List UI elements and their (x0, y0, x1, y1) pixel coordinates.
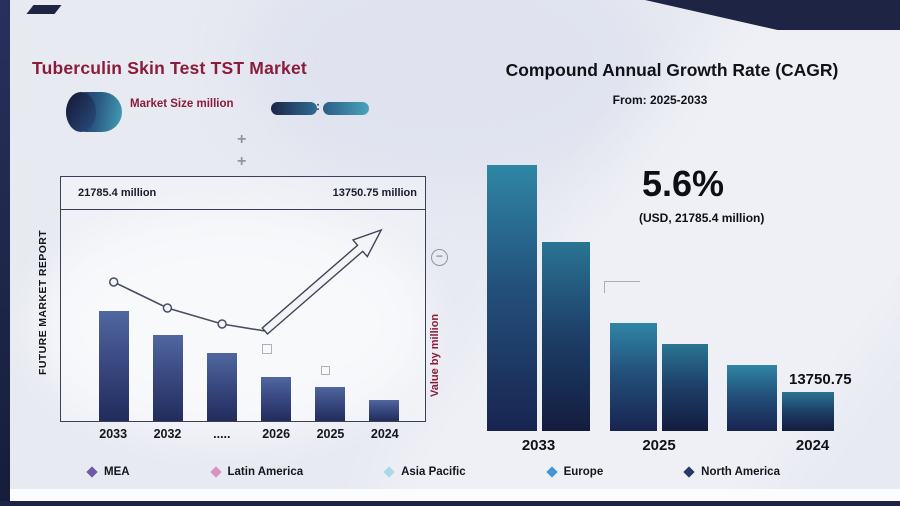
legend-label: MEA (104, 466, 130, 478)
legend-item-latin-america: Latin America (209, 466, 304, 478)
cagr-note: (USD, 21785.4 million) (639, 211, 765, 225)
bar-pair (610, 323, 708, 431)
legend-diamond-icon (86, 466, 98, 478)
plus-icon: + (237, 131, 247, 148)
market-size-chart: 21785.4 million 13750.75 million (60, 176, 426, 422)
cagr-bar (542, 242, 590, 431)
legend-item-europe: Europe (545, 466, 604, 478)
market-bar-cell (357, 210, 411, 421)
market-bar-cell (195, 210, 249, 421)
left-accent-bar (0, 0, 10, 506)
chart-max-value: 21785.4 million (78, 187, 157, 199)
legend-label: North America (701, 466, 780, 478)
market-bar-cell (87, 210, 141, 421)
chart-min-value: 13750.75 million (332, 187, 417, 199)
top-right-corner-shape (645, 0, 900, 30)
cagr-title: Compound Annual Growth Rate (CAGR) (505, 60, 839, 80)
pill-separator: : (316, 99, 320, 113)
legend-item-north-america: North America (683, 466, 780, 478)
chart-header: 21785.4 million 13750.75 million (61, 177, 425, 210)
market-bar (315, 387, 345, 421)
minus-circle-icon: − (431, 249, 448, 266)
x-axis-label: 2033 (99, 427, 128, 441)
gradient-pill-icon (271, 102, 317, 115)
legend-diamond-icon (683, 466, 695, 478)
bar-group-2033: 2033 (487, 165, 590, 454)
bar-pair (487, 165, 590, 431)
cagr-bar (727, 365, 777, 431)
market-bar (207, 353, 237, 421)
legend-label: Europe (563, 466, 604, 478)
x-axis-label: 2024 (370, 427, 399, 441)
market-size-icon (66, 92, 122, 132)
x-axis-label: 2032 (153, 427, 182, 441)
bar-group-label: 2025 (642, 437, 676, 454)
x-axis-label: ..... (213, 427, 231, 441)
legend-diamond-icon (383, 466, 395, 478)
bar-pair (727, 365, 834, 431)
cagr-bar (662, 344, 708, 431)
market-bar (99, 311, 129, 421)
market-bars-plot (61, 210, 425, 421)
market-bar (369, 399, 399, 421)
market-bar-cell (141, 210, 195, 421)
legend-label: Asia Pacific (401, 466, 466, 478)
x-axis-label: 2025 (316, 427, 345, 441)
x-axis-label: 2026 (262, 427, 291, 441)
top-left-accent-mark (26, 5, 62, 14)
bottom-white-band (0, 489, 900, 501)
legend-diamond-icon (209, 466, 222, 478)
bar-group-2025: 2025 (610, 323, 708, 454)
cagr-bar (487, 165, 537, 431)
cagr-bar (610, 323, 657, 431)
cagr-bar (782, 392, 834, 431)
value-callout: 13750.75 (789, 371, 852, 388)
legend-item-mea: MEA (86, 466, 130, 478)
bar-group-2024: 2024 (727, 365, 834, 454)
square-outline-icon (321, 366, 330, 375)
market-bar-cell (303, 210, 357, 421)
market-bar (261, 376, 291, 421)
value-by-million-label: Value by million (429, 313, 441, 397)
region-legend: MEA Latin America Asia Pacific Europe North … (86, 466, 780, 478)
market-bar (153, 334, 183, 421)
future-market-report-label: FUTURE MARKET REPORT (37, 229, 49, 375)
market-bar-cell (249, 210, 303, 421)
market-title: Tuberculin Skin Test TST Market (32, 58, 307, 78)
bar-group-label: 2033 (521, 437, 556, 454)
legend-label: Latin America (227, 466, 304, 478)
market-size-label: Market Size million (130, 98, 234, 110)
cagr-subtitle: From: 2025-2033 (612, 93, 708, 107)
legend-diamond-icon (545, 466, 558, 478)
bar-group-label: 2024 (795, 437, 830, 454)
corner-bracket-icon (604, 281, 640, 293)
legend-item-asia-pacific: Asia Pacific (383, 466, 466, 478)
cagr-value: 5.6% (642, 163, 725, 204)
cylinder-cap-icon (66, 92, 96, 132)
plus-icon: + (237, 153, 247, 170)
square-outline-icon (262, 344, 272, 354)
x-axis: 2033 2032..... 2026 2025 2024 (60, 427, 426, 441)
bottom-accent-bar (0, 501, 900, 506)
gradient-pill-icon (323, 102, 369, 115)
